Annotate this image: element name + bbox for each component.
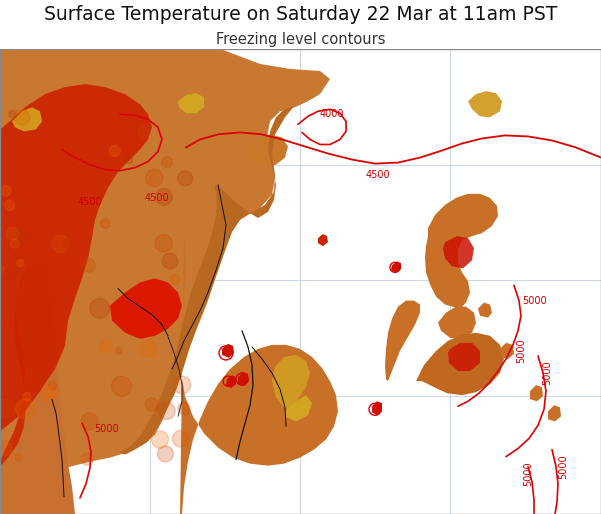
Circle shape (170, 274, 180, 284)
Text: 4500: 4500 (78, 197, 102, 207)
Circle shape (138, 125, 149, 137)
Circle shape (141, 340, 157, 357)
Circle shape (8, 111, 16, 118)
Text: 5000: 5000 (94, 425, 118, 434)
Polygon shape (385, 301, 420, 381)
Polygon shape (500, 343, 514, 359)
Polygon shape (425, 194, 498, 307)
Circle shape (157, 446, 174, 462)
Polygon shape (246, 135, 288, 168)
Polygon shape (416, 333, 504, 395)
Circle shape (82, 259, 96, 272)
Circle shape (63, 239, 71, 247)
Polygon shape (12, 107, 42, 132)
Circle shape (130, 290, 148, 308)
Polygon shape (180, 238, 338, 514)
Circle shape (162, 157, 172, 168)
Circle shape (0, 440, 12, 456)
Polygon shape (178, 93, 204, 113)
Circle shape (178, 171, 192, 186)
Polygon shape (0, 265, 32, 467)
Polygon shape (530, 385, 543, 401)
Circle shape (8, 229, 26, 246)
Circle shape (162, 253, 178, 269)
Circle shape (115, 347, 122, 354)
Circle shape (23, 392, 31, 400)
Text: 5000: 5000 (522, 296, 547, 305)
Circle shape (173, 376, 191, 394)
Circle shape (136, 320, 150, 334)
Polygon shape (448, 343, 480, 371)
Circle shape (1, 186, 11, 196)
Circle shape (90, 299, 109, 318)
Text: 4500: 4500 (365, 170, 390, 180)
Circle shape (158, 402, 175, 419)
Circle shape (10, 239, 19, 248)
Polygon shape (0, 262, 75, 514)
Text: Freezing level contours: Freezing level contours (216, 31, 385, 47)
Circle shape (16, 399, 35, 419)
Circle shape (145, 169, 163, 187)
Polygon shape (438, 306, 476, 339)
Circle shape (0, 266, 4, 273)
Circle shape (151, 431, 168, 448)
Polygon shape (0, 49, 330, 502)
Circle shape (17, 260, 24, 267)
Circle shape (109, 145, 120, 156)
Polygon shape (272, 355, 310, 413)
Text: 5000: 5000 (516, 339, 526, 363)
Circle shape (145, 297, 154, 306)
Polygon shape (468, 91, 502, 117)
Polygon shape (391, 261, 401, 272)
Circle shape (0, 399, 16, 418)
Polygon shape (120, 106, 294, 454)
Polygon shape (110, 279, 182, 339)
Circle shape (81, 413, 98, 430)
Circle shape (11, 266, 20, 274)
Circle shape (124, 155, 133, 163)
Circle shape (52, 235, 69, 252)
Circle shape (4, 200, 14, 211)
Polygon shape (548, 405, 561, 421)
Text: 4500: 4500 (145, 193, 169, 203)
Circle shape (121, 315, 130, 324)
Circle shape (15, 454, 22, 461)
Text: 5000: 5000 (523, 462, 533, 486)
Polygon shape (318, 234, 328, 246)
Circle shape (40, 387, 56, 402)
Circle shape (156, 189, 172, 205)
Polygon shape (222, 344, 234, 358)
Polygon shape (478, 303, 492, 318)
Text: 5000: 5000 (542, 361, 552, 386)
Circle shape (99, 340, 112, 353)
Polygon shape (443, 236, 474, 268)
Circle shape (172, 430, 189, 447)
Circle shape (49, 381, 56, 390)
Polygon shape (285, 395, 312, 421)
Polygon shape (372, 401, 382, 415)
Circle shape (100, 219, 110, 228)
Circle shape (112, 376, 132, 396)
Text: Surface Temperature on Saturday 22 Mar at 11am PST: Surface Temperature on Saturday 22 Mar a… (44, 5, 557, 24)
Circle shape (178, 402, 190, 415)
Text: 4000: 4000 (320, 109, 344, 119)
Circle shape (81, 453, 93, 465)
Circle shape (6, 227, 19, 240)
Polygon shape (452, 292, 466, 307)
Circle shape (155, 234, 172, 252)
Circle shape (14, 109, 30, 125)
Polygon shape (238, 372, 249, 386)
Circle shape (145, 398, 159, 411)
Text: 5000: 5000 (558, 454, 568, 479)
Circle shape (45, 384, 57, 396)
Polygon shape (226, 375, 236, 388)
Polygon shape (0, 84, 152, 431)
